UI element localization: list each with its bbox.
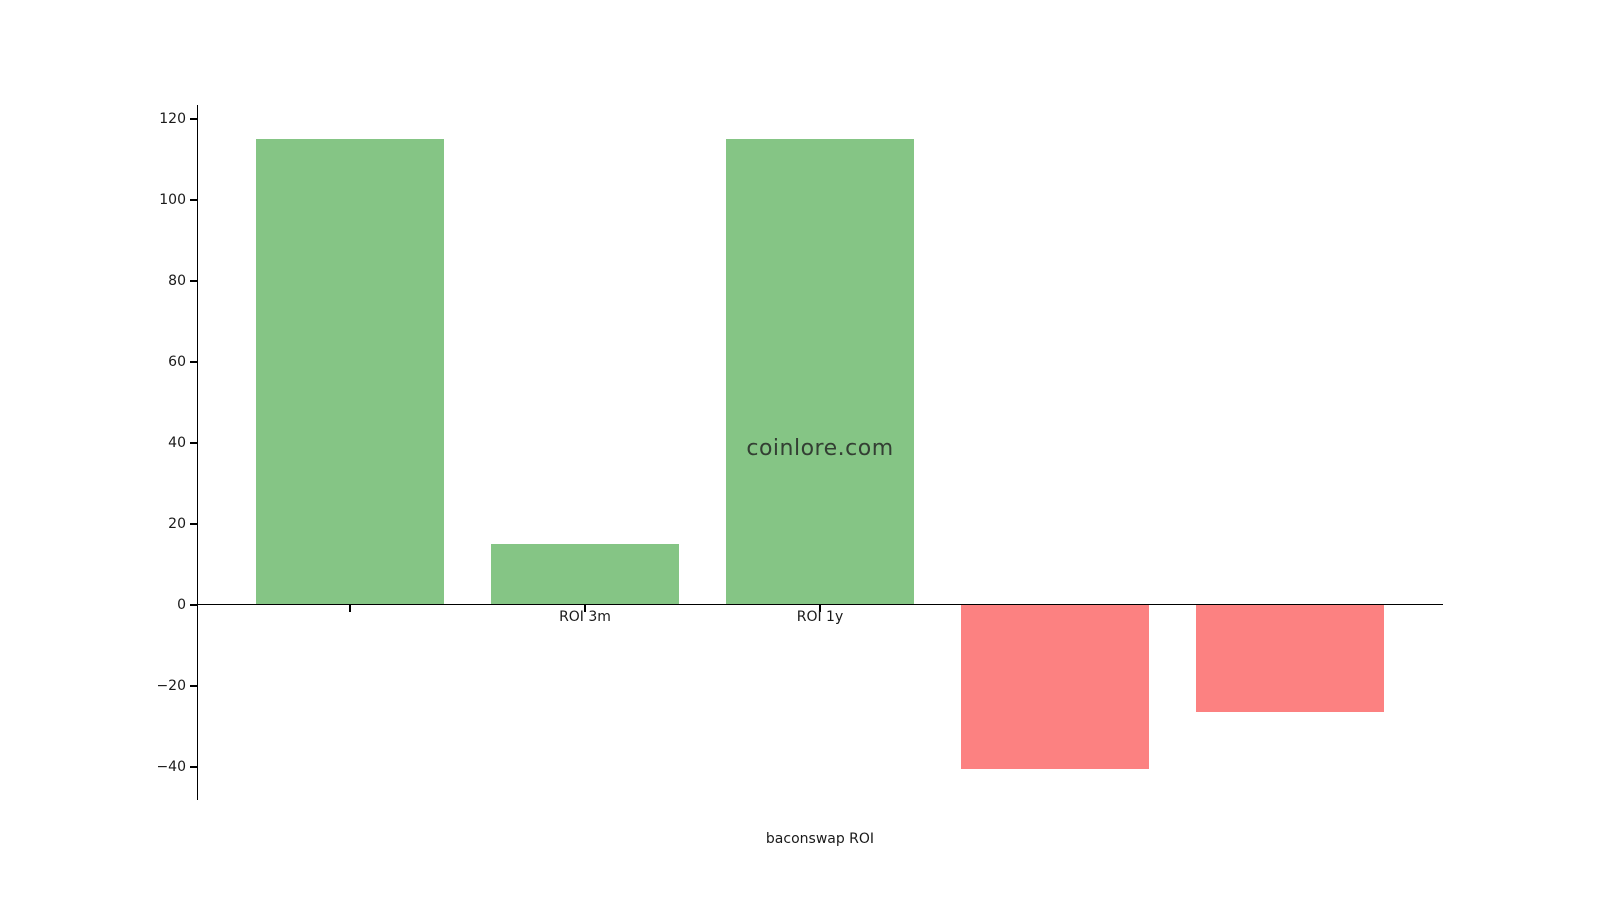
bar-negative [961,605,1149,770]
x-tick-mark [819,605,821,612]
y-tick-label: 40 [168,435,186,451]
x-tick-mark [584,605,586,612]
y-axis-line [197,105,199,800]
bar-positive [726,139,914,605]
y-tick-mark [190,442,197,444]
y-tick-label: −40 [156,759,186,775]
y-tick-label: 60 [168,354,186,370]
y-tick-mark [190,199,197,201]
y-tick-mark [190,766,197,768]
y-tick-mark [190,604,197,606]
y-tick-mark [190,118,197,120]
y-tick-mark [190,361,197,363]
bar-negative [1196,605,1384,713]
y-tick-label: −20 [156,678,186,694]
y-tick-label: 20 [168,516,186,532]
y-tick-mark [190,685,197,687]
y-tick-label: 120 [159,111,186,127]
x-tick-label: ROI 3m [559,609,611,625]
y-tick-label: 100 [159,192,186,208]
y-tick-label: 0 [177,597,186,613]
x-axis-line [197,604,1443,606]
y-tick-mark [190,280,197,282]
y-tick-label: 80 [168,273,186,289]
x-tick-mark [349,605,351,612]
chart-title: baconswap ROI [765,831,875,847]
watermark: coinlore.com [746,436,894,461]
bar-positive [491,544,679,605]
bar-positive [256,139,444,605]
y-tick-mark [190,523,197,525]
x-tick-label: ROI 1y [796,609,844,625]
